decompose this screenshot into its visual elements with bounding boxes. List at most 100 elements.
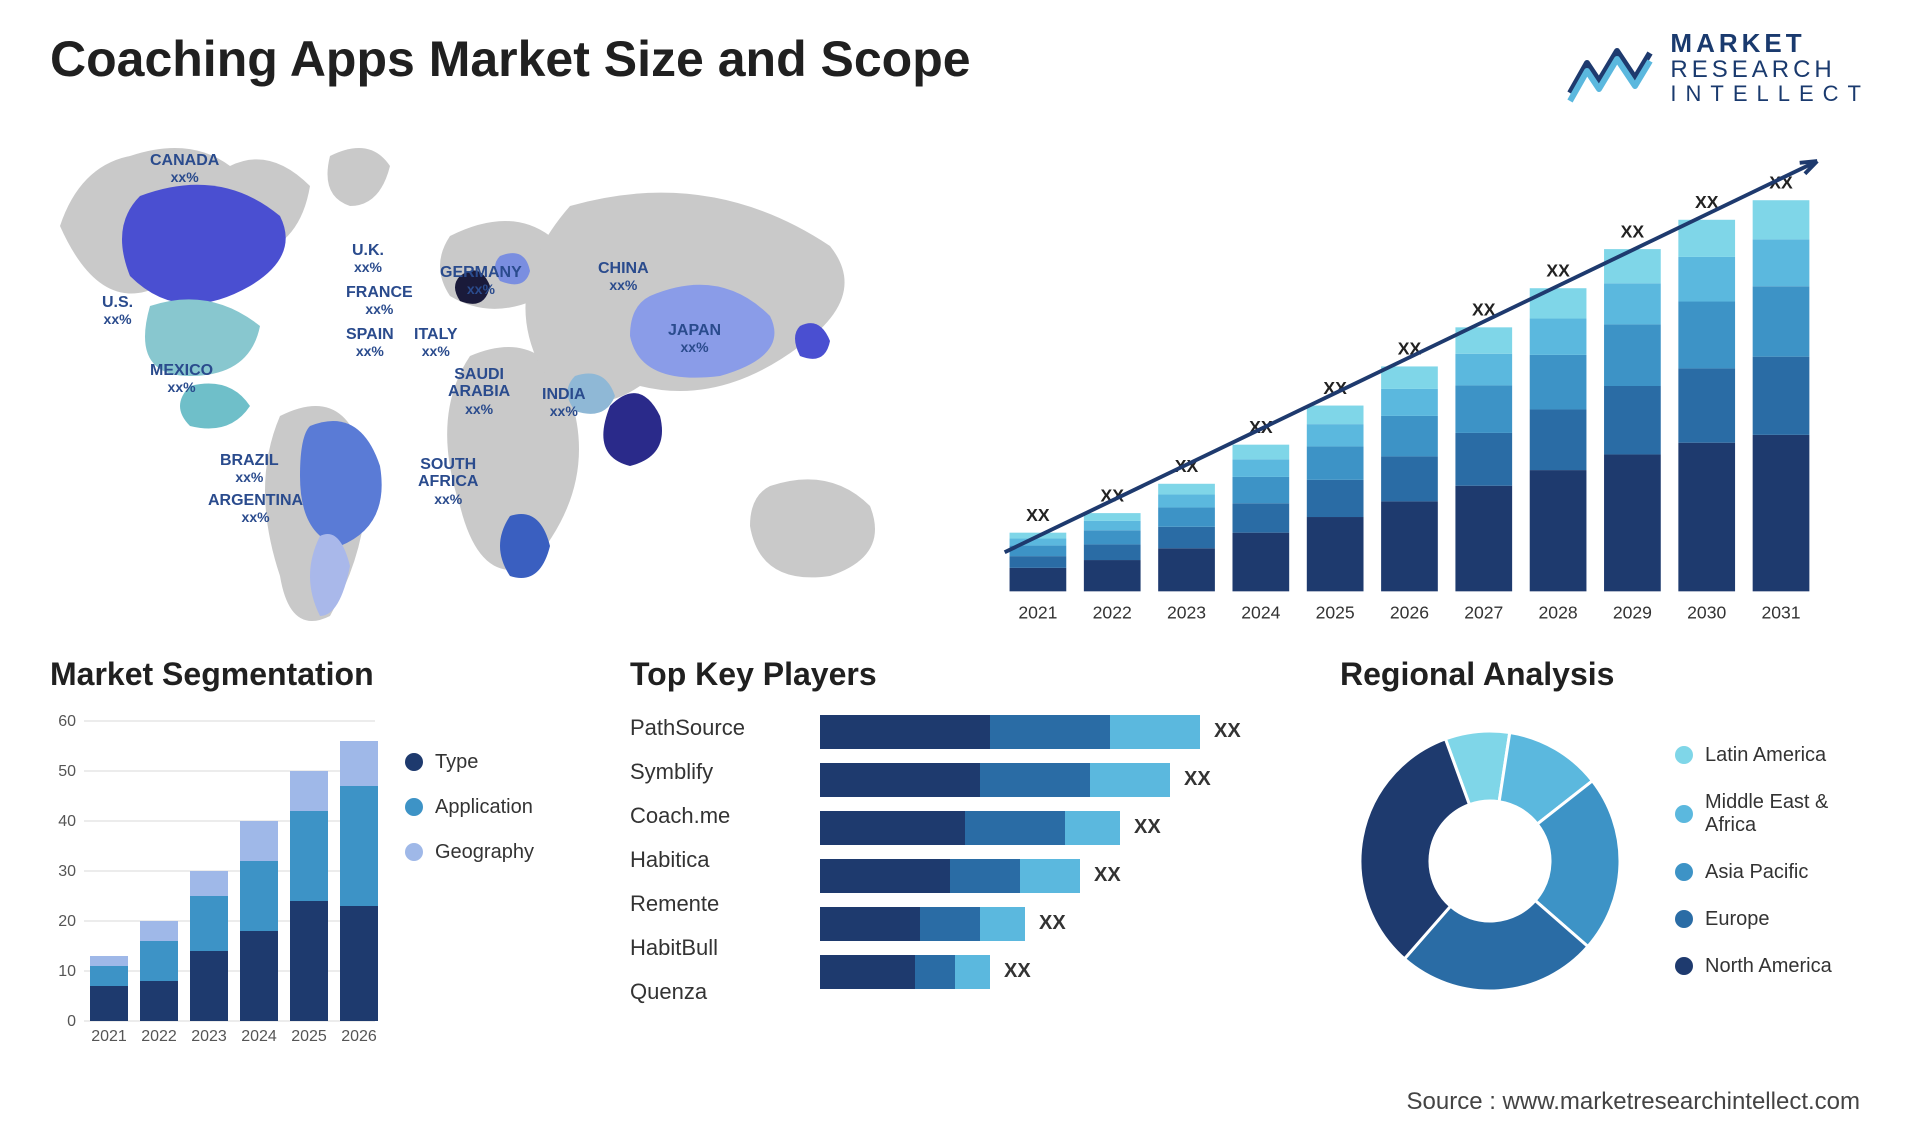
player-bar-segment — [955, 955, 990, 989]
player-bar-stack — [820, 763, 1170, 797]
legend-dot-icon — [405, 843, 423, 861]
svg-text:2024: 2024 — [241, 1028, 277, 1045]
svg-text:2028: 2028 — [1539, 602, 1578, 622]
svg-text:2025: 2025 — [1316, 602, 1355, 622]
world-map-panel: CANADAxx%U.S.xx%MEXICOxx%BRAZILxx%ARGENT… — [50, 126, 930, 646]
player-value: XX — [1184, 768, 1211, 791]
svg-text:2022: 2022 — [1093, 602, 1132, 622]
svg-text:0: 0 — [67, 1013, 76, 1030]
regional-legend: Latin America Middle East & Africa Asia Pa… — [1675, 744, 1870, 978]
regional-panel: Regional Analysis Latin America Middle Ea… — [1340, 656, 1870, 1011]
map-label-brazil: BRAZILxx% — [220, 452, 279, 487]
player-bar-segment — [950, 859, 1020, 893]
player-bar-segment — [820, 859, 950, 893]
bottom-row: Market Segmentation 01020304050602021202… — [50, 656, 1870, 1096]
source-text: Source : www.marketresearchintellect.com — [1407, 1088, 1861, 1116]
svg-text:2021: 2021 — [91, 1028, 127, 1045]
player-bar-row: XX — [820, 955, 1310, 989]
map-label-france: FRANCExx% — [346, 284, 413, 319]
legend-dot-icon — [1675, 957, 1693, 975]
regional-donut-wrap — [1340, 711, 1640, 1011]
player-value: XX — [1134, 816, 1161, 839]
legend-dot-icon — [1675, 746, 1693, 764]
regional-title: Regional Analysis — [1340, 656, 1870, 693]
player-bar-segment — [820, 811, 965, 845]
map-label-saudi-arabia: SAUDIARABIAxx% — [448, 366, 510, 419]
logo-text: MARKET RESEARCH INTELLECT — [1670, 30, 1870, 106]
legend-dot-icon — [1675, 910, 1693, 928]
svg-text:2030: 2030 — [1687, 602, 1726, 622]
page-title: Coaching Apps Market Size and Scope — [50, 30, 971, 88]
regional-legend-europe: Europe — [1675, 908, 1870, 931]
players-panel: Top Key Players PathSource Symblify Coach.… — [630, 656, 1310, 1005]
svg-text:2022: 2022 — [141, 1028, 177, 1045]
player-bar-row: XX — [820, 859, 1310, 893]
svg-text:2024: 2024 — [1241, 602, 1280, 622]
player-bar-segment — [820, 955, 915, 989]
map-label-argentina: ARGENTINAxx% — [208, 492, 303, 527]
map-label-italy: ITALYxx% — [414, 326, 458, 361]
player-bar-segment — [1065, 811, 1120, 845]
svg-text:2023: 2023 — [191, 1028, 227, 1045]
regional-legend-middle-east-africa: Middle East & Africa — [1675, 791, 1870, 837]
player-bar-row: XX — [820, 907, 1310, 941]
player-name: Quenza — [630, 979, 790, 1005]
player-name: Remente — [630, 891, 790, 917]
player-bar-segment — [990, 715, 1110, 749]
map-label-spain: SPAINxx% — [346, 326, 394, 361]
svg-text:2025: 2025 — [291, 1028, 327, 1045]
player-value: XX — [1039, 912, 1066, 935]
player-name: Coach.me — [630, 803, 790, 829]
logo: MARKET RESEARCH INTELLECT — [1565, 30, 1870, 106]
map-label-india: INDIAxx% — [542, 386, 586, 421]
player-bar-stack — [820, 907, 1025, 941]
regional-legend-latin-america: Latin America — [1675, 744, 1870, 767]
seg-legend-application: Application — [405, 796, 534, 819]
segmentation-bar-chart: 0102030405060202120222023202420252026 — [50, 711, 380, 1051]
svg-text:XX: XX — [1546, 260, 1570, 280]
svg-text:2027: 2027 — [1464, 602, 1503, 622]
svg-text:2031: 2031 — [1761, 602, 1800, 622]
seg-legend-geography: Geography — [405, 841, 534, 864]
player-name: Habitica — [630, 847, 790, 873]
player-name: Symblify — [630, 759, 790, 785]
player-bar-segment — [980, 907, 1025, 941]
player-bar-row: XX — [820, 811, 1310, 845]
growth-chart-panel: XX2021XX2022XX2023XX2024XX2025XX2026XX20… — [990, 126, 1870, 646]
players-title: Top Key Players — [630, 656, 1310, 693]
svg-text:XX: XX — [1621, 221, 1645, 241]
player-bar-row: XX — [820, 715, 1310, 749]
player-bar-stack — [820, 859, 1080, 893]
player-value: XX — [1004, 960, 1031, 983]
legend-dot-icon — [405, 798, 423, 816]
growth-bar-chart: XX2021XX2022XX2023XX2024XX2025XX2026XX20… — [990, 126, 1870, 646]
map-label-u-k-: U.K.xx% — [352, 242, 384, 277]
players-bars: XX XX XX XX XX XX — [820, 711, 1310, 1005]
header: Coaching Apps Market Size and Scope MARK… — [50, 30, 1870, 106]
player-value: XX — [1214, 720, 1241, 743]
map-label-china: CHINAxx% — [598, 260, 649, 295]
logo-line-3: INTELLECT — [1670, 82, 1870, 105]
logo-line-2: RESEARCH — [1670, 57, 1870, 82]
svg-text:30: 30 — [58, 863, 76, 880]
player-bar-stack — [820, 955, 990, 989]
svg-text:40: 40 — [58, 813, 76, 830]
regional-legend-north-america: North America — [1675, 955, 1870, 978]
player-name: HabitBull — [630, 935, 790, 961]
svg-text:60: 60 — [58, 713, 76, 730]
player-name: PathSource — [630, 715, 790, 741]
segmentation-title: Market Segmentation — [50, 656, 600, 693]
player-bar-segment — [1090, 763, 1170, 797]
players-list: PathSource Symblify Coach.me Habitica Rement… — [630, 711, 790, 1005]
player-bar-row: XX — [820, 763, 1310, 797]
player-bar-segment — [965, 811, 1065, 845]
map-label-south-africa: SOUTHAFRICAxx% — [418, 456, 478, 509]
player-bar-segment — [920, 907, 980, 941]
svg-text:2026: 2026 — [1390, 602, 1429, 622]
svg-text:2021: 2021 — [1018, 602, 1057, 622]
regional-legend-asia-pacific: Asia Pacific — [1675, 861, 1870, 884]
svg-text:2029: 2029 — [1613, 602, 1652, 622]
svg-text:2026: 2026 — [341, 1028, 377, 1045]
player-bar-segment — [820, 907, 920, 941]
map-label-japan: JAPANxx% — [668, 322, 721, 357]
